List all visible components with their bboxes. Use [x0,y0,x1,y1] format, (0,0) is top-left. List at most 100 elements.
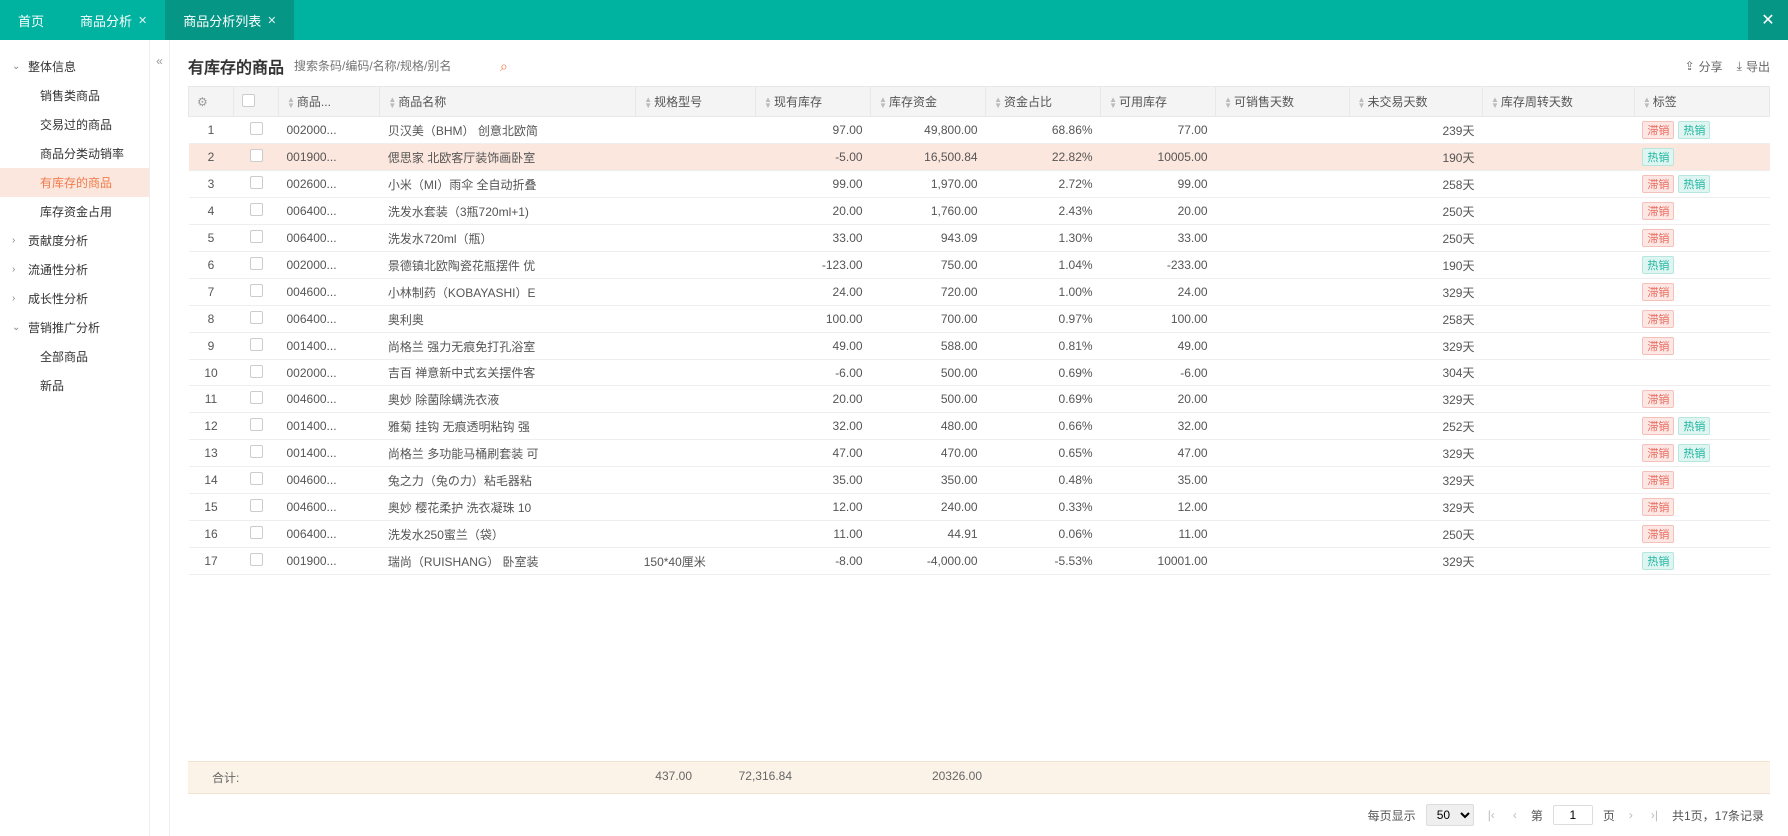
sidebar-group[interactable]: ⌄整体信息 [0,52,149,81]
share-icon: ⇪ [1685,59,1695,73]
column-label: 商品... [297,95,331,109]
summary-cell [302,769,602,786]
column-header[interactable]: ▲▼未交易天数 [1349,87,1482,117]
export-button[interactable]: ⤓导出 [1737,58,1770,75]
table-row[interactable]: 6002000...景德镇北欧陶瓷花瓶摆件 优-123.00750.001.04… [189,252,1770,279]
sidebar-group[interactable]: ⌄营销推广分析 [0,313,149,342]
row-checkbox[interactable] [250,176,263,189]
table-row[interactable]: 4006400...洗发水套装（3瓶720ml+1)20.001,760.002… [189,198,1770,225]
row-checkbox[interactable] [250,418,263,431]
sort-icon: ▲▼ [879,97,887,109]
sidebar-item[interactable]: 商品分类动销率 [0,139,149,168]
table-row[interactable]: 7004600...小林制药（KOBAYASHI）E24.00720.001.0… [189,279,1770,306]
column-header[interactable]: ▲▼资金占比 [986,87,1101,117]
tab[interactable]: 首页 [0,0,62,40]
sidebar-group[interactable]: ›流通性分析 [0,255,149,284]
sidebar-item[interactable]: 库存资金占用 [0,197,149,226]
column-header[interactable]: ▲▼库存资金 [871,87,986,117]
table-row[interactable]: 3002600...小米（MI）雨伞 全自动折叠99.001,970.002.7… [189,171,1770,198]
row-checkbox[interactable] [250,149,263,162]
row-checkbox[interactable] [250,284,263,297]
table-row[interactable]: 9001400...尚格兰 强力无痕免打孔浴室49.00588.000.81%4… [189,333,1770,360]
tag: 热销 [1642,552,1674,570]
sidebar-item[interactable]: 交易过的商品 [0,110,149,139]
row-checkbox[interactable] [250,311,263,324]
tab-label: 商品分析 [80,11,132,30]
last-page-button[interactable]: ›| [1647,808,1662,822]
column-header[interactable]: ▲▼可销售天数 [1216,87,1349,117]
sidebar-group[interactable]: ›贡献度分析 [0,226,149,255]
search-icon[interactable]: ⌕ [500,58,508,75]
select-all-checkbox[interactable] [242,94,255,107]
column-header[interactable]: ▲▼商品... [279,87,380,117]
tag: 滞销 [1642,471,1674,489]
table-row[interactable]: 17001900...瑞尚（RUISHANG） 卧室装150*40厘米-8.00… [189,548,1770,575]
page-input[interactable] [1553,805,1593,825]
column-label: 可销售天数 [1234,95,1294,109]
sidebar-item[interactable]: 销售类商品 [0,81,149,110]
row-checkbox[interactable] [250,203,263,216]
table-row[interactable]: 5006400...洗发水720ml（瓶）33.00943.091.30%33.… [189,225,1770,252]
tab[interactable]: 商品分析列表✕ [165,0,294,40]
search-input[interactable] [294,59,494,73]
sort-icon: ▲▼ [388,97,396,109]
row-checkbox[interactable] [250,553,263,566]
close-icon[interactable]: ✕ [267,14,276,27]
tag: 热销 [1678,175,1710,193]
sort-icon: ▲▼ [1491,97,1499,109]
gear-icon[interactable]: ⚙ [197,95,208,109]
column-header[interactable]: ▲▼商品名称 [380,87,636,117]
prev-page-button[interactable]: ‹ [1509,808,1521,822]
tag: 滞销 [1642,390,1674,408]
row-checkbox[interactable] [250,257,263,270]
row-checkbox[interactable] [250,122,263,135]
tab[interactable]: 商品分析 ✕ [62,0,165,40]
table-row[interactable]: 10002000...吉百 禅意新中式玄关摆件客-6.00500.000.69%… [189,360,1770,386]
row-checkbox[interactable] [250,338,263,351]
chevron-icon: › [12,293,22,304]
tag: 滞销 [1642,121,1674,139]
table-row[interactable]: 2001900...偲思家 北欧客厅装饰画卧室-5.0016,500.8422.… [189,144,1770,171]
table-row[interactable]: 1002000...贝汉美（BHM） 创意北欧简97.0049,800.0068… [189,117,1770,144]
pagination: 每页显示 50 |‹ ‹ 第 页 › ›| 共1页，17条记录 [170,794,1788,836]
row-checkbox[interactable] [250,365,263,378]
table-row[interactable]: 15004600...奥妙 樱花柔护 洗衣凝珠 1012.00240.000.3… [189,494,1770,521]
table-row[interactable]: 13001400...尚格兰 多功能马桶刷套装 可47.00470.000.65… [189,440,1770,467]
sort-icon: ▲▼ [287,97,295,109]
sidebar-group[interactable]: ›成长性分析 [0,284,149,313]
sidebar-item[interactable]: 有库存的商品 [0,168,149,197]
sidebar-item[interactable]: 新品 [0,371,149,400]
sort-icon: ▲▼ [1109,97,1117,109]
row-checkbox[interactable] [250,472,263,485]
column-label: 库存周转天数 [1501,95,1573,109]
tabs-bar: 首页商品分析✕商品分析列表✕✕ [0,0,1788,40]
table-row[interactable]: 14004600...兔之力（兔の力）粘毛器粘35.00350.000.48%3… [189,467,1770,494]
share-button[interactable]: ⇪分享 [1685,58,1723,75]
close-all-tabs[interactable]: ✕ [1748,0,1788,40]
toolbar: 有库存的商品 ⌕ ⇪分享 ⤓导出 [170,40,1788,86]
table-row[interactable]: 8006400...奥利奥100.00700.000.97%100.00258天… [189,306,1770,333]
row-checkbox[interactable] [250,391,263,404]
next-page-button[interactable]: › [1625,808,1637,822]
table-row[interactable]: 11004600...奥妙 除菌除螨洗衣液20.00500.000.69%20.… [189,386,1770,413]
row-checkbox[interactable] [250,230,263,243]
column-header[interactable]: ▲▼规格型号 [636,87,756,117]
tag: 热销 [1642,256,1674,274]
row-checkbox[interactable] [250,526,263,539]
table-row[interactable]: 16006400...洗发水250蜜兰（袋）11.0044.910.06%11.… [189,521,1770,548]
table-row[interactable]: 12001400...雅菊 挂钩 无痕透明粘钩 强32.00480.000.66… [189,413,1770,440]
sidebar-collapse[interactable]: « [150,40,170,836]
column-header[interactable]: ▲▼库存周转天数 [1482,87,1634,117]
column-header[interactable]: ▲▼标签 [1634,87,1769,117]
first-page-button[interactable]: |‹ [1484,808,1499,822]
row-checkbox[interactable] [250,499,263,512]
column-header[interactable]: ▲▼现有库存 [756,87,871,117]
column-header[interactable]: ▲▼可用库存 [1101,87,1216,117]
sidebar: ⌄整体信息销售类商品交易过的商品商品分类动销率有库存的商品库存资金占用›贡献度分… [0,40,150,836]
row-checkbox[interactable] [250,445,263,458]
close-icon[interactable]: ✕ [138,14,147,27]
sidebar-item[interactable]: 全部商品 [0,342,149,371]
summary-cell [792,769,882,786]
sidebar-group-label: 流通性分析 [28,261,88,278]
page-size-select[interactable]: 50 [1426,804,1474,826]
